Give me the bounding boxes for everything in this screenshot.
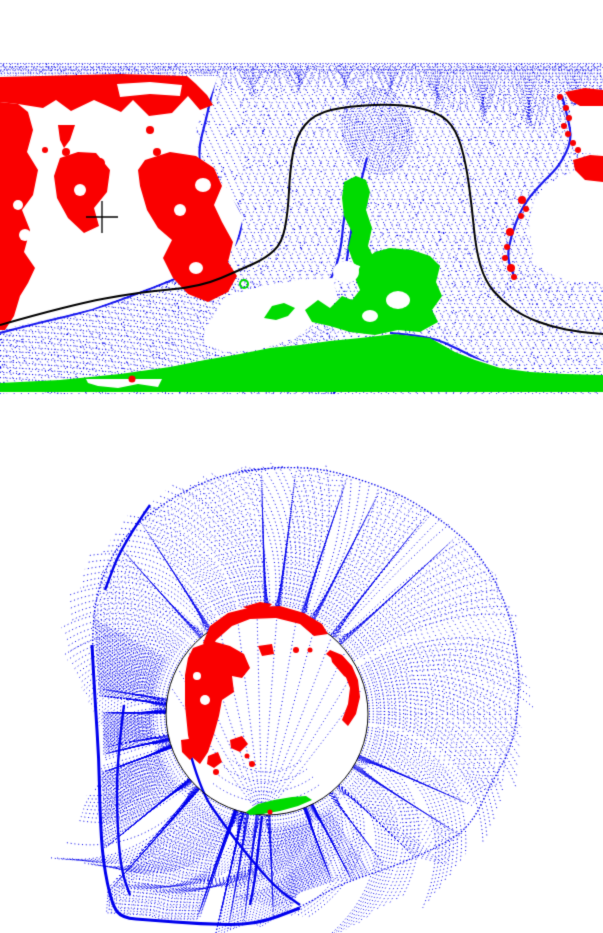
spherical-view-panel	[0, 400, 603, 933]
synoptic-map-panel	[0, 0, 603, 400]
